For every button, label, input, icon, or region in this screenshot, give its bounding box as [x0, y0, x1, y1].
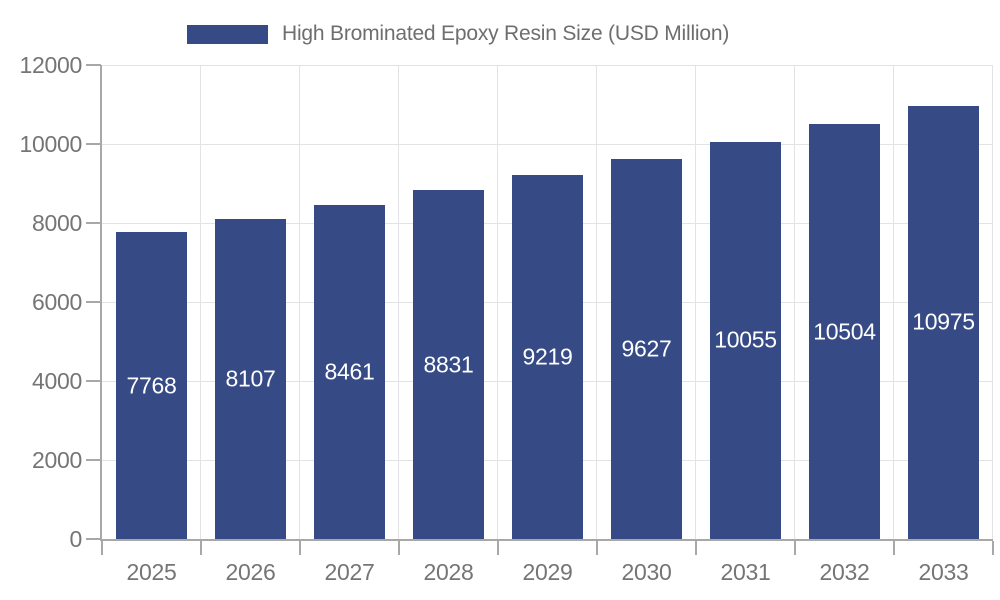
bar-value-label: 9627	[621, 335, 672, 362]
x-tick-mark	[596, 541, 598, 555]
bar-value-label: 10975	[912, 308, 975, 335]
y-tick-mark	[86, 538, 101, 540]
gridline-vertical	[596, 65, 597, 539]
bar: 10055	[710, 141, 781, 539]
x-tick-label: 2033	[918, 559, 969, 585]
x-tick-label: 2027	[324, 559, 375, 585]
bar: 7768	[116, 232, 187, 539]
bar-value-label: 10504	[813, 318, 876, 345]
y-tick-mark	[86, 380, 101, 382]
x-tick-label: 2026	[225, 559, 276, 585]
y-tick-label: 4000	[32, 368, 82, 394]
gridline-vertical	[992, 65, 993, 539]
gridline-vertical	[299, 65, 300, 539]
gridline-vertical	[794, 65, 795, 539]
gridline-horizontal	[102, 64, 993, 66]
x-tick-label: 2029	[522, 559, 573, 585]
bar: 9627	[611, 158, 682, 539]
gridline-vertical	[695, 65, 696, 539]
x-tick-label: 2031	[720, 559, 771, 585]
y-tick-label: 2000	[32, 447, 82, 473]
gridline-vertical	[497, 65, 498, 539]
x-tick-label: 2028	[423, 559, 474, 585]
bar-value-label: 8831	[423, 351, 474, 378]
x-tick-mark	[200, 541, 202, 555]
gridline-vertical	[893, 65, 894, 539]
bar: 8107	[215, 218, 286, 539]
plot-area: 7768 8107 8461 8831 9219 9627 10055 10504 10975	[102, 64, 993, 539]
bar-value-label: 10055	[714, 326, 777, 353]
y-tick-label: 10000	[19, 131, 83, 157]
bar-value-label: 8461	[324, 358, 375, 385]
y-tick-label: 6000	[32, 289, 82, 315]
x-tick-mark	[101, 541, 103, 555]
y-axis-line	[100, 65, 102, 541]
x-tick-mark	[893, 541, 895, 555]
x-tick-mark	[299, 541, 301, 555]
legend-swatch-icon	[187, 24, 268, 44]
x-axis-line	[100, 539, 993, 541]
bar-value-label: 8107	[225, 365, 276, 392]
x-tick-mark	[794, 541, 796, 555]
y-tick-mark	[86, 64, 101, 66]
x-tick-mark	[497, 541, 499, 555]
x-tick-label: 2030	[621, 559, 672, 585]
legend-item[interactable]: High Brominated Epoxy Resin Size (USD Mi…	[187, 22, 729, 46]
gridline-vertical	[200, 65, 201, 539]
x-tick-mark	[695, 541, 697, 555]
x-tick-label: 2032	[819, 559, 870, 585]
x-tick-label: 2025	[126, 559, 177, 585]
bar-value-label: 9219	[522, 343, 573, 370]
x-tick-mark	[992, 541, 994, 555]
bar: 9219	[512, 174, 583, 539]
gridline-horizontal	[102, 143, 993, 145]
y-tick-label: 0	[69, 526, 83, 552]
y-tick-label: 12000	[19, 52, 83, 78]
y-tick-mark	[86, 301, 101, 303]
y-tick-mark	[86, 459, 101, 461]
bar: 10975	[908, 105, 979, 539]
y-tick-mark	[86, 143, 101, 145]
bar-value-label: 7768	[126, 372, 177, 399]
bar: 10504	[809, 124, 880, 539]
y-tick-label: 8000	[32, 210, 82, 236]
y-tick-mark	[86, 222, 101, 224]
x-tick-mark	[398, 541, 400, 555]
legend-label: High Brominated Epoxy Resin Size (USD Mi…	[282, 22, 730, 45]
gridline-vertical	[398, 65, 399, 539]
bar: 8831	[413, 190, 484, 539]
bar: 8461	[314, 204, 385, 539]
